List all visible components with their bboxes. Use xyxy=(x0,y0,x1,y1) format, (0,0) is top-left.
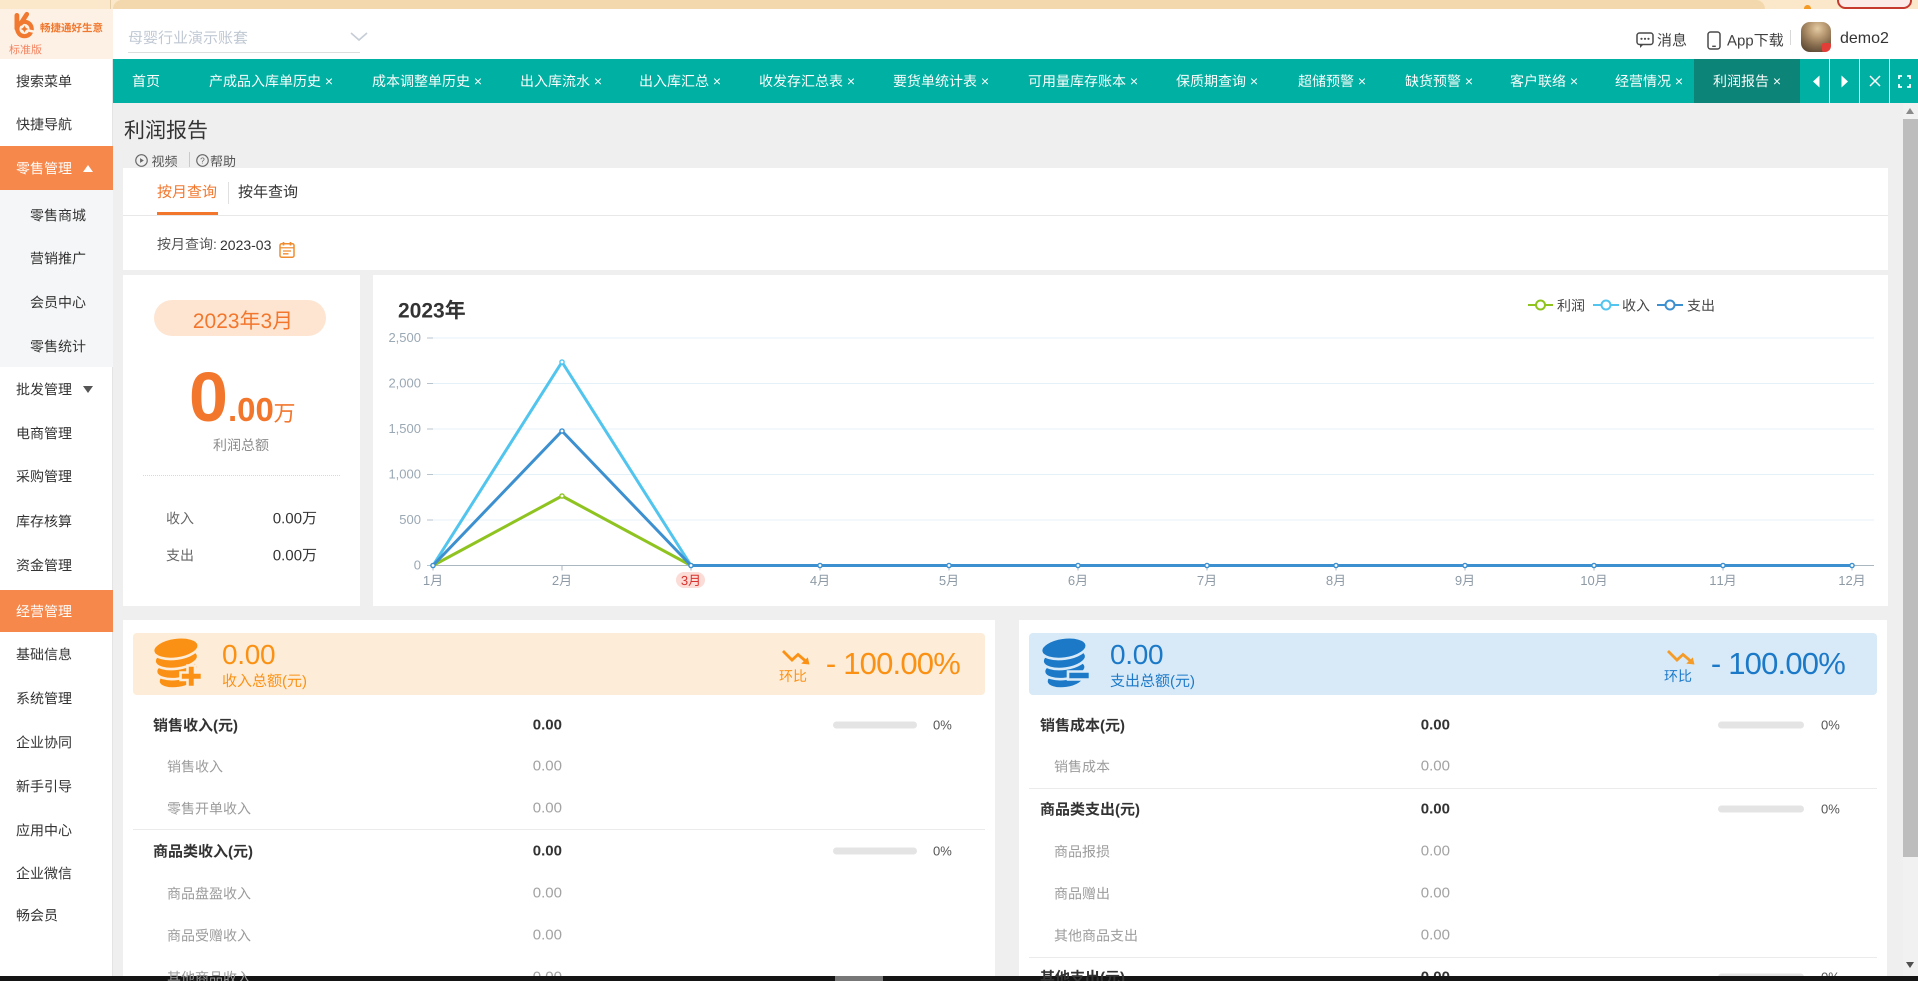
svg-text:0: 0 xyxy=(414,558,421,573)
svg-text:500: 500 xyxy=(399,512,421,527)
svg-text:1,000: 1,000 xyxy=(388,467,421,482)
svg-text:?: ? xyxy=(200,155,205,165)
svg-text:1,500: 1,500 xyxy=(388,421,421,436)
svg-text:2,000: 2,000 xyxy=(388,376,421,391)
svg-text:2,500: 2,500 xyxy=(388,330,421,345)
